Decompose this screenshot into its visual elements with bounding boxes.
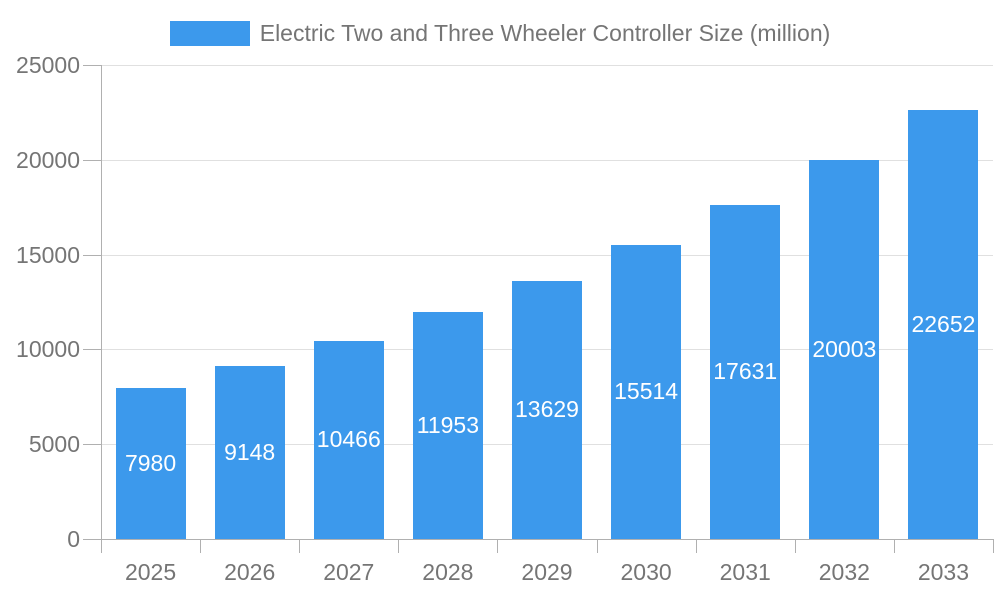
bar[interactable]: 20003 (809, 159, 880, 539)
y-axis-line (101, 65, 102, 539)
x-axis-label: 2033 (917, 559, 970, 585)
y-axis-tick (83, 349, 101, 351)
x-axis-tick (497, 539, 499, 553)
x-axis-line (101, 539, 993, 540)
legend-swatch (169, 21, 250, 46)
x-axis-label: 2027 (323, 559, 375, 585)
y-axis-label: 0 (67, 526, 80, 552)
bar-value-label: 13629 (515, 396, 579, 423)
bar[interactable]: 22652 (908, 109, 979, 539)
bar[interactable]: 15514 (611, 244, 682, 539)
y-axis-tick (83, 444, 101, 446)
x-axis-tick (299, 539, 301, 553)
y-axis-label: 25000 (16, 52, 80, 78)
bar[interactable]: 11953 (412, 312, 483, 539)
x-axis-label: 2030 (620, 559, 672, 585)
y-axis-tick (83, 254, 101, 256)
x-axis-label: 2031 (719, 559, 771, 585)
x-axis-label: 2032 (818, 559, 870, 585)
y-axis-label: 10000 (16, 336, 80, 363)
x-axis-tick (993, 539, 994, 553)
bar[interactable]: 7980 (115, 387, 186, 539)
gridline (101, 65, 993, 66)
bar-value-label: 17631 (713, 358, 778, 385)
bar-value-label: 11953 (416, 412, 479, 439)
bar[interactable]: 9148 (214, 365, 285, 539)
y-axis-label: 15000 (16, 241, 80, 268)
x-axis-tick (200, 539, 202, 553)
y-axis-label: 20000 (16, 146, 80, 173)
legend-label: Electric Two and Three Wheeler Controlle… (259, 20, 831, 46)
bar[interactable]: 13629 (512, 280, 582, 539)
bar-value-label: 20003 (812, 335, 877, 362)
bar[interactable]: 17631 (710, 204, 781, 539)
y-axis-tick (83, 65, 101, 66)
bar-value-label: 7980 (124, 449, 177, 476)
y-axis-tick (83, 539, 101, 540)
gridline (101, 254, 993, 256)
x-axis-label: 2029 (521, 559, 573, 585)
chart-legend[interactable]: Electric Two and Three Wheeler Controlle… (0, 21, 1000, 46)
x-axis-tick (794, 539, 796, 553)
x-axis-tick (398, 539, 400, 553)
bar-value-label: 22652 (911, 310, 976, 337)
bar[interactable]: 10466 (313, 340, 384, 539)
bar-value-label: 9148 (224, 438, 276, 465)
bar-value-label: 10466 (316, 426, 381, 453)
x-axis-tick (893, 539, 895, 553)
bar-value-label: 15514 (614, 378, 679, 405)
x-axis-tick (101, 539, 102, 553)
y-axis-label: 5000 (28, 431, 80, 458)
x-axis-label: 2025 (124, 559, 177, 585)
y-axis-tick (83, 159, 101, 161)
x-axis-tick (596, 539, 598, 553)
x-axis-label: 2028 (422, 559, 474, 585)
x-axis-tick (695, 539, 697, 553)
gridline (101, 159, 993, 161)
x-axis-label: 2026 (224, 559, 276, 585)
